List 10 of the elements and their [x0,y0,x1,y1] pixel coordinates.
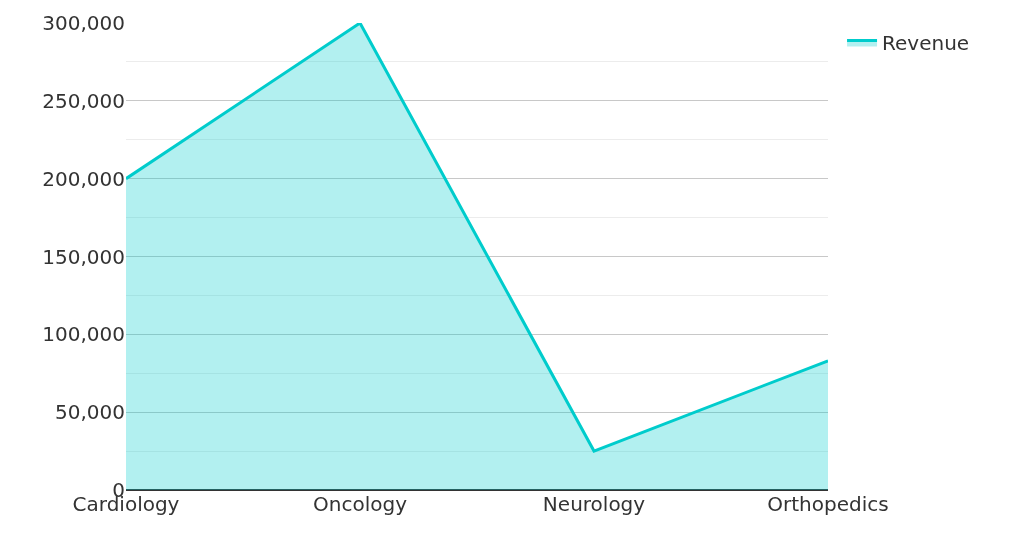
y-tick-label: 50,000 [55,400,125,425]
y-tick-label: 250,000 [42,88,125,113]
y-tick-label: 300,000 [42,11,125,35]
y-tick-label: 200,000 [42,166,125,191]
legend-label: Revenue [882,31,970,56]
x-tick-label: Neurology [542,492,646,516]
x-tick-label: Oncology [313,492,408,516]
y-tick-label: 150,000 [42,244,125,269]
x-tick-label: Orthopedics [767,492,889,516]
y-tick-label: 100,000 [42,322,125,347]
